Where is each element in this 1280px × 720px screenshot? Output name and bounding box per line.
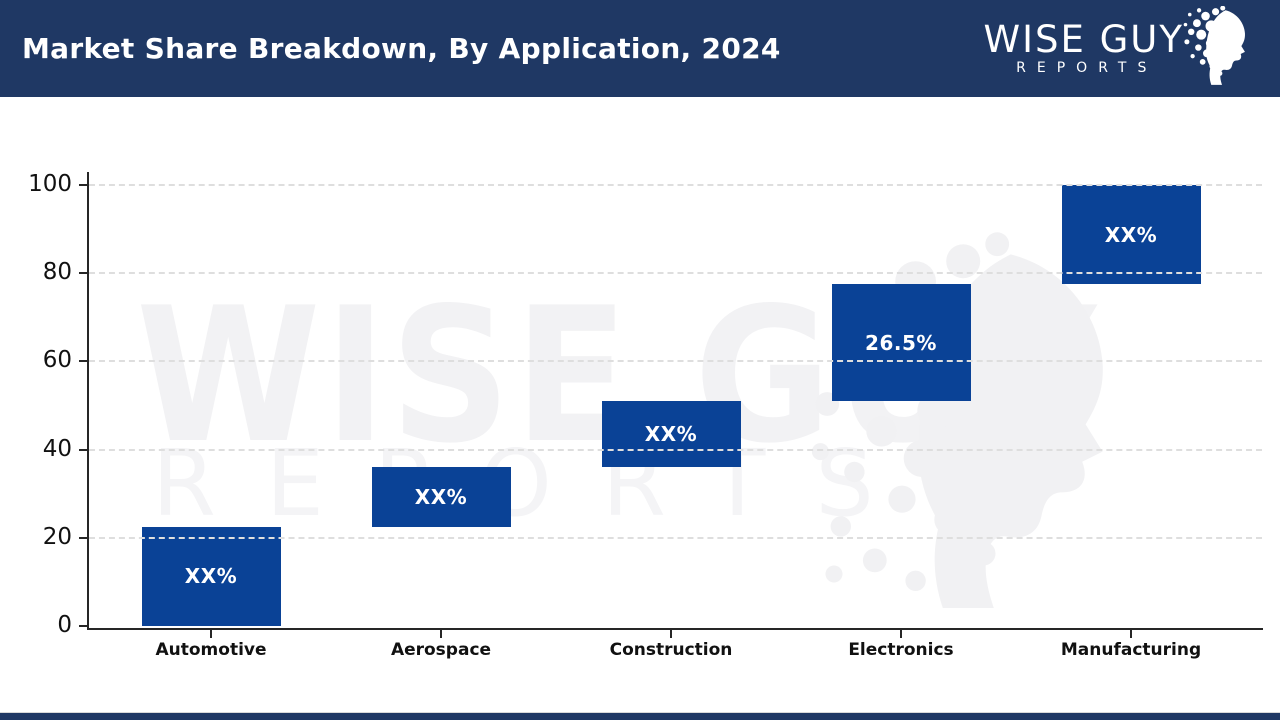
bar-value-label: XX% [184, 564, 238, 589]
y-tick-label-0: 0 [57, 612, 72, 638]
y-axis-line [87, 172, 89, 630]
y-tick-label-60: 60 [42, 347, 72, 374]
bar-manufacturing: XX% [1061, 185, 1201, 285]
bar-value-label: 26.5% [865, 330, 937, 355]
gridline-40 [89, 448, 1262, 451]
bar-construction: XX% [601, 401, 741, 468]
gridline-20 [89, 536, 1262, 539]
bar-value-label: XX% [414, 485, 468, 509]
x-tick-automotive [210, 630, 212, 638]
y-tick-60 [79, 360, 87, 363]
x-tick-construction [670, 630, 672, 638]
y-tick-label-80: 80 [42, 259, 72, 286]
x-label-electronics: Electronics [848, 640, 954, 660]
bar-electronics: 26.5% [831, 284, 971, 402]
brand-logo: WISE GUY REPORTS [983, 5, 1254, 92]
gridline-100 [89, 184, 1262, 186]
x-tick-aerospace [440, 630, 442, 638]
gridline-80 [89, 272, 1262, 275]
y-tick-40 [79, 448, 87, 451]
y-tick-label-100: 100 [28, 171, 72, 197]
footer-bar [0, 713, 1280, 720]
y-tick-20 [79, 536, 87, 539]
gridline-60 [89, 360, 1262, 363]
footer-divider [0, 712, 1280, 713]
watermark-text-reports: REPORTS [152, 430, 924, 537]
y-tick-0 [79, 625, 87, 627]
x-tick-electronics [900, 630, 902, 638]
x-label-construction: Construction [609, 640, 733, 660]
brand-text: WISE GUY REPORTS [983, 17, 1184, 77]
x-label-manufacturing: Manufacturing [1060, 640, 1202, 660]
wise-guy-head-icon [1183, 5, 1245, 85]
header-bar: Market Share Breakdown, By Application, … [0, 0, 1280, 97]
y-tick-label-40: 40 [42, 435, 72, 462]
bar-value-label: XX% [1104, 222, 1158, 247]
brand-subname: REPORTS [1016, 60, 1158, 77]
bar-value-label: XX% [644, 422, 698, 447]
y-tick-100 [79, 184, 87, 186]
x-tick-manufacturing [1130, 630, 1132, 638]
x-label-aerospace: Aerospace [390, 640, 492, 660]
y-tick-80 [79, 272, 87, 275]
bar-aerospace: XX% [371, 467, 511, 527]
y-tick-label-20: 20 [42, 523, 72, 550]
brand-name: WISE GUY [983, 17, 1184, 61]
x-label-automotive: Automotive [155, 640, 267, 660]
x-axis-line [87, 628, 1263, 630]
bar-automotive: XX% [141, 526, 281, 626]
page-title: Market Share Breakdown, By Application, … [22, 32, 781, 65]
